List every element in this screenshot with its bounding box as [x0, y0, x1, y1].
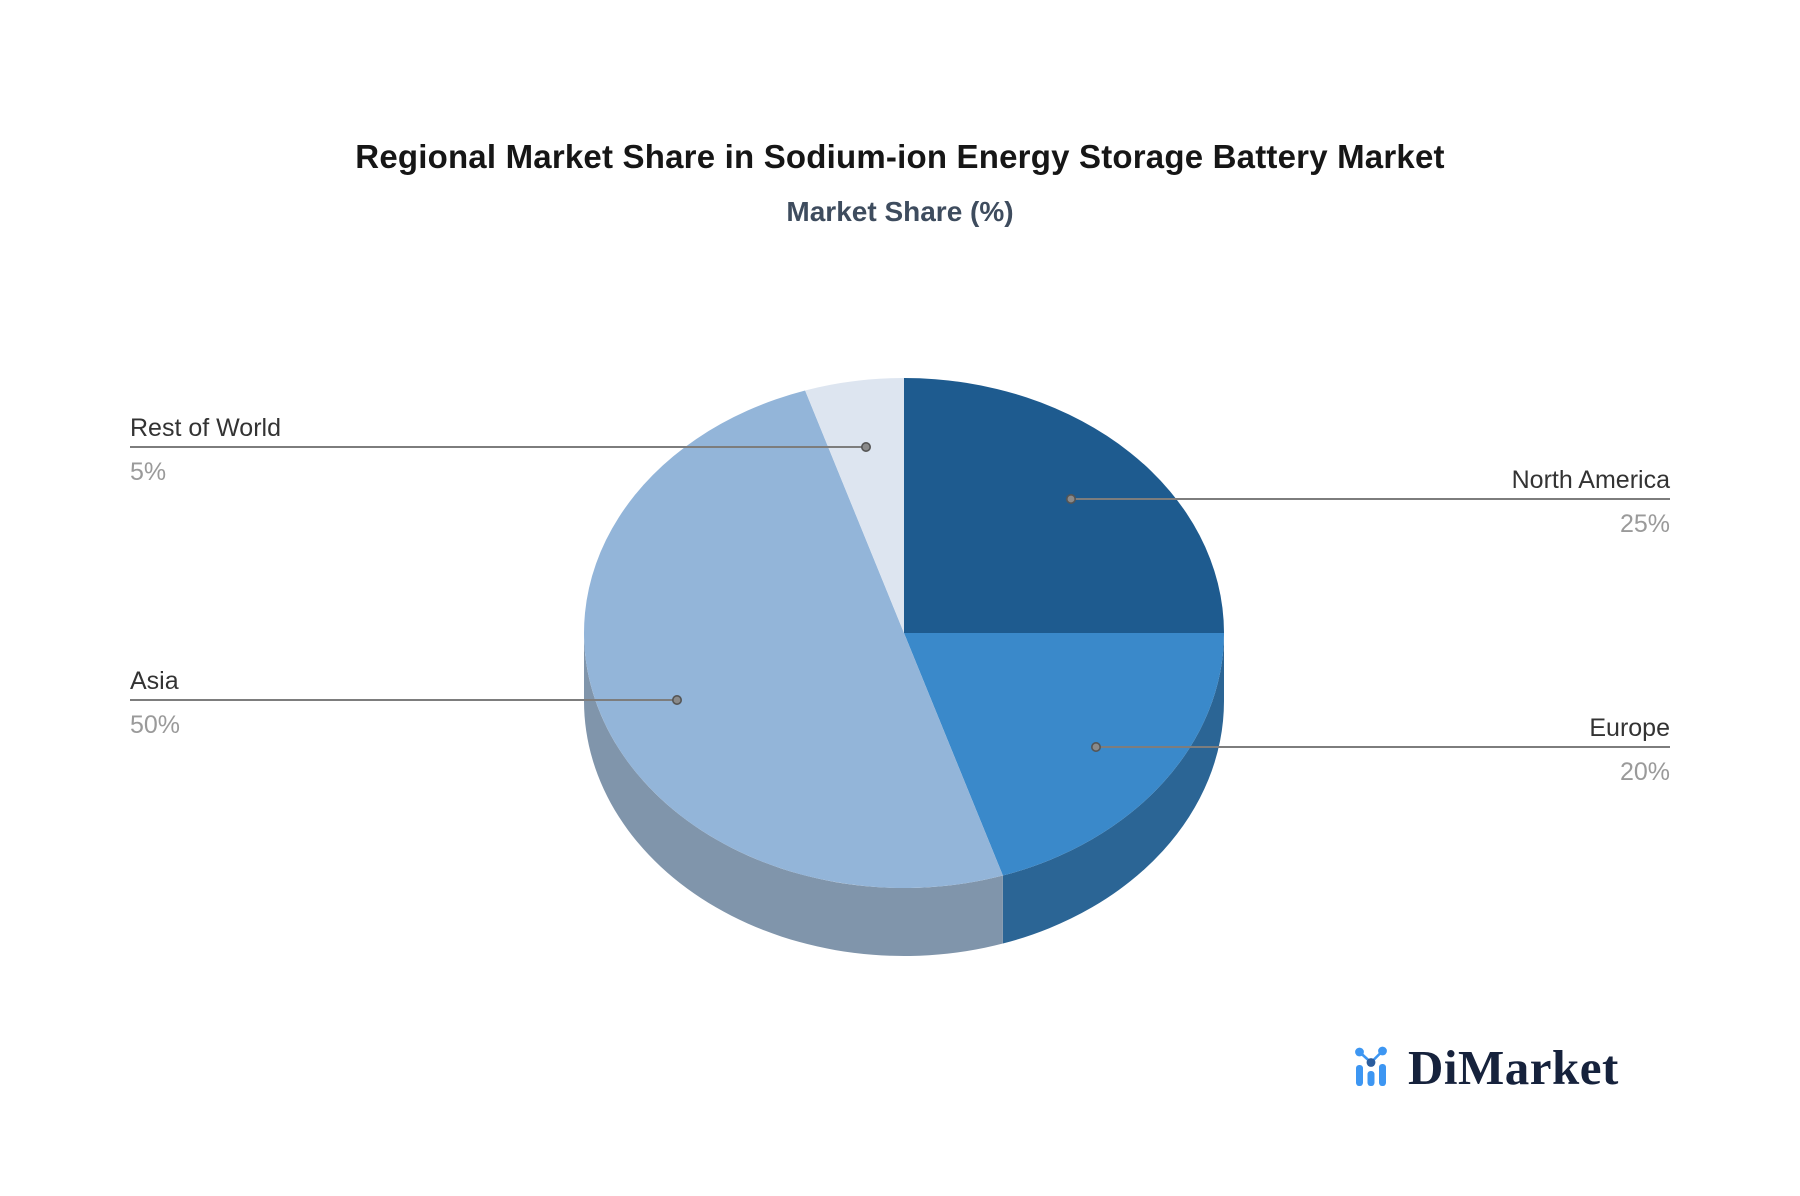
slice-value-label: 25% [1619, 510, 1670, 538]
leader-dot-asia [671, 694, 682, 705]
slice-label: Rest of World [130, 414, 281, 442]
pie-slice-europe [904, 633, 1224, 876]
slice-label: Asia [130, 667, 179, 695]
slice-value-label: 5% [130, 458, 167, 486]
pie-slice-north-america [904, 378, 1224, 633]
pie-slice-depth-asia [584, 633, 1003, 957]
callout-north-america: North America 25% [1512, 463, 1670, 541]
callout-rest-of-world: Rest of World 5% [130, 411, 281, 489]
leader-dot-europe [1091, 741, 1102, 752]
dimarket-logo-text: DiMarket [1408, 1040, 1619, 1095]
slice-label: North America [1511, 466, 1670, 494]
page-title: Regional Market Share in Sodium-ion Ener… [355, 138, 1445, 175]
dimarket-logo: DiMarket [1352, 1042, 1619, 1094]
leader-dot-rest-of-world [860, 441, 871, 452]
pie-slice-depth-europe [1002, 633, 1224, 944]
slice-value-label: 20% [1619, 758, 1670, 786]
pie-slice-rest-of-world [805, 378, 904, 633]
dimarket-logo-icon [1355, 1046, 1387, 1086]
pie-slice-asia [584, 390, 1003, 888]
chart-subtitle: Market Share (%) [786, 196, 1014, 227]
callout-asia: Asia 50% [130, 664, 180, 742]
slice-label: Europe [1589, 714, 1670, 742]
slice-value-label: 50% [130, 711, 181, 739]
leader-dot-north-america [1066, 493, 1077, 504]
callout-europe: Europe 20% [1589, 711, 1670, 789]
